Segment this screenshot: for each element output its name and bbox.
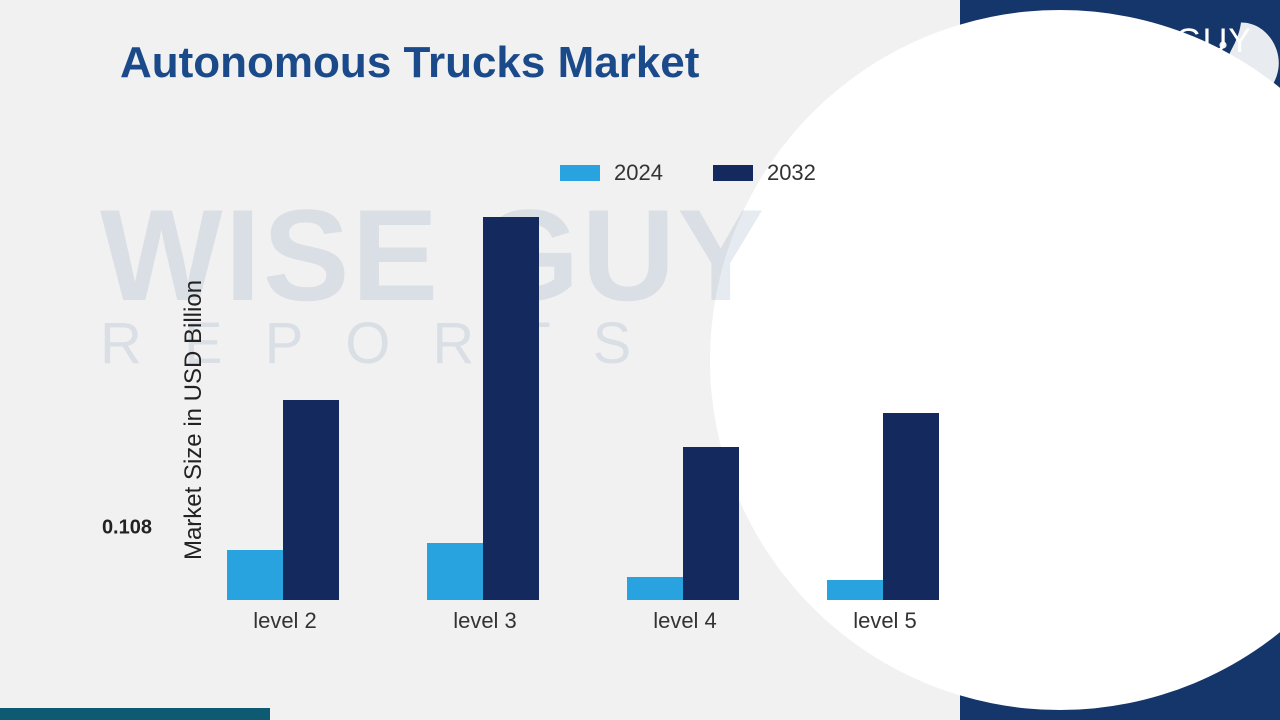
legend-swatch-2032 (713, 165, 753, 181)
bar-2024-level-4 (627, 577, 683, 600)
footer-accent-bar (0, 708, 270, 720)
bar-2024-level-3 (427, 543, 483, 600)
x-label: level 5 (815, 608, 955, 634)
bar-2032-level-2 (283, 400, 339, 600)
x-label: level 2 (215, 608, 355, 634)
bars-row (160, 200, 930, 600)
page-title: Autonomous Trucks Market (120, 38, 699, 88)
x-label: level 3 (415, 608, 555, 634)
bar-2032-level-5 (883, 413, 939, 600)
legend-item-2024: 2024 (560, 160, 663, 186)
y-tick-label: 0.108 (102, 517, 152, 540)
legend-swatch-2024 (560, 165, 600, 181)
x-label: level 4 (615, 608, 755, 634)
bar-2024-level-2 (227, 550, 283, 600)
bar-2024-level-5 (827, 580, 883, 600)
legend-label-2032: 2032 (767, 160, 816, 186)
chart-area: Market Size in USD Billion 0.108 level 2… (100, 200, 930, 640)
legend: 2024 2032 (560, 160, 816, 186)
x-labels: level 2level 3level 4level 5 (160, 600, 930, 640)
bar-2032-level-4 (683, 447, 739, 600)
logo-line2: REPORTS (1074, 59, 1252, 75)
logo-line1: WISE GUY (1074, 22, 1252, 61)
plot-area: 0.108 (160, 200, 930, 600)
right-panel: WISE GUY REPORTS (960, 0, 1280, 720)
legend-label-2024: 2024 (614, 160, 663, 186)
brand-logo: WISE GUY REPORTS (1074, 22, 1252, 75)
legend-item-2032: 2032 (713, 160, 816, 186)
canvas: WISE GUY REPORTS Autonomous Trucks Marke… (0, 0, 1280, 720)
bar-2032-level-3 (483, 217, 539, 600)
